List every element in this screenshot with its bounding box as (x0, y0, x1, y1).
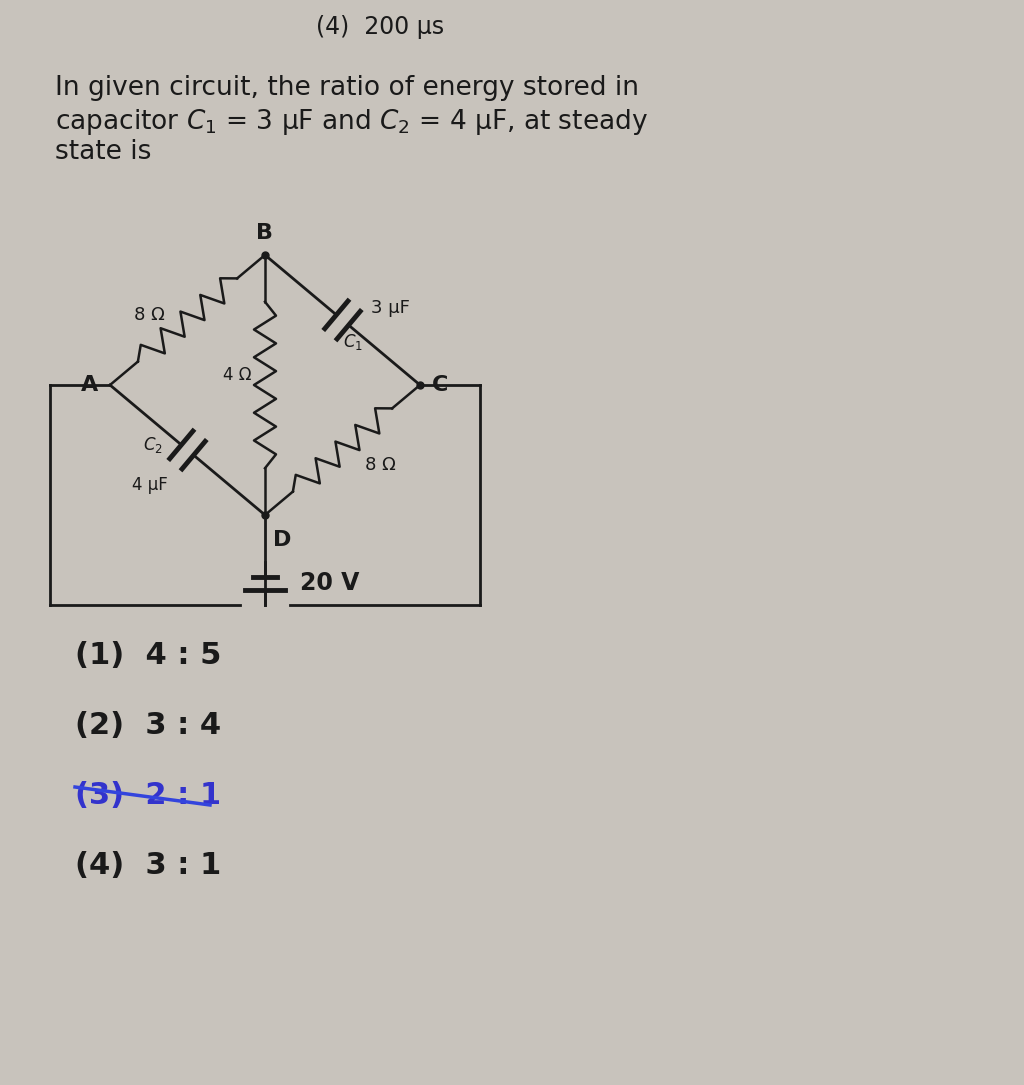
Text: $C_1$: $C_1$ (342, 332, 362, 352)
Text: 4 Ω: 4 Ω (223, 366, 251, 384)
Text: 20 V: 20 V (300, 571, 359, 595)
Text: C: C (432, 375, 449, 395)
Text: In given circuit, the ratio of energy stored in: In given circuit, the ratio of energy st… (55, 75, 639, 101)
Text: state is: state is (55, 139, 152, 165)
Text: (2)  3 : 4: (2) 3 : 4 (75, 711, 221, 740)
Text: D: D (273, 529, 292, 550)
Text: 8 Ω: 8 Ω (134, 306, 165, 324)
Text: 4 μF: 4 μF (132, 476, 167, 494)
Text: (3)  2 : 1: (3) 2 : 1 (75, 780, 221, 809)
Text: (4)  200 μs: (4) 200 μs (316, 15, 444, 39)
Text: 8 Ω: 8 Ω (366, 456, 396, 474)
Text: 3 μF: 3 μF (371, 299, 410, 317)
Text: B: B (256, 224, 273, 243)
Text: (1)  4 : 5: (1) 4 : 5 (75, 640, 221, 669)
Text: capacitor $C_1$ = 3 μF and $C_2$ = 4 μF, at steady: capacitor $C_1$ = 3 μF and $C_2$ = 4 μF,… (55, 107, 648, 137)
Text: A: A (81, 375, 98, 395)
Text: $C_2$: $C_2$ (142, 435, 163, 455)
Text: (4)  3 : 1: (4) 3 : 1 (75, 851, 221, 880)
